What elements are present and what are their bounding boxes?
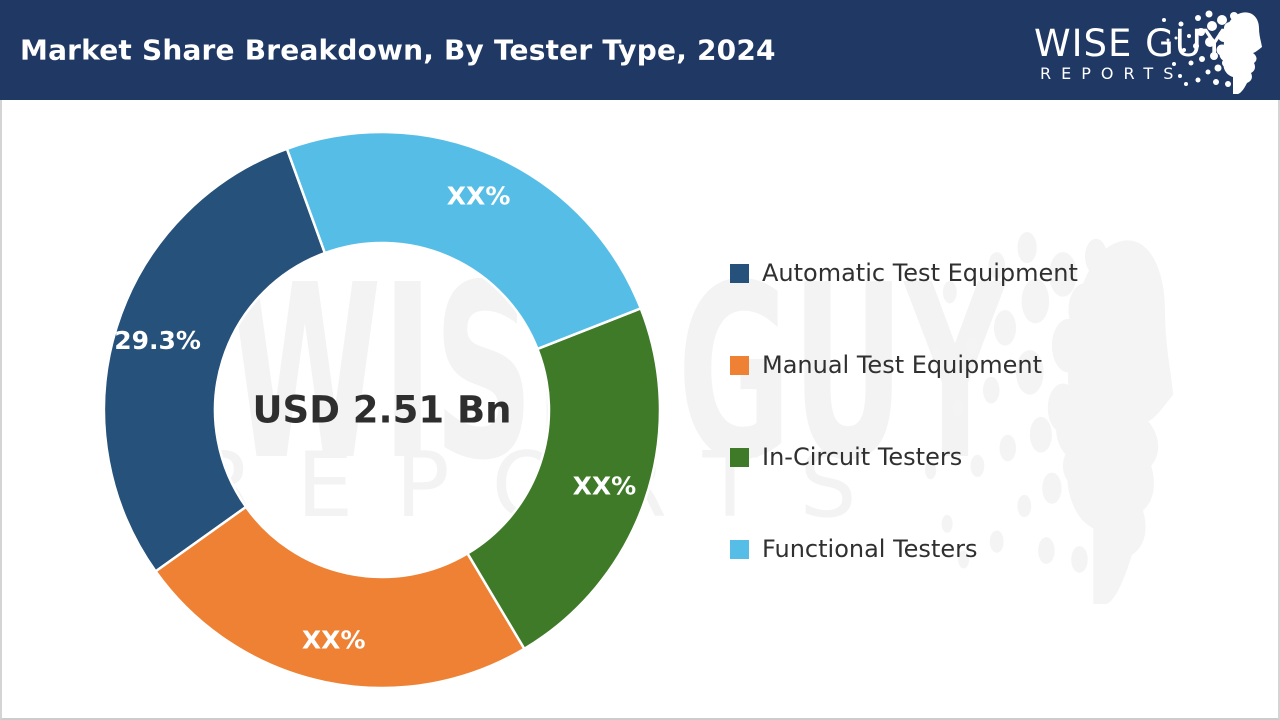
legend-swatch xyxy=(730,263,749,283)
legend-swatch xyxy=(730,355,749,375)
donut-slice-2 xyxy=(466,307,662,651)
slice-percentage-label: XX% xyxy=(302,626,366,655)
donut-chart: 29.3% XX% XX% XX% xyxy=(102,130,662,690)
donut-slice-1 xyxy=(154,505,526,690)
legend-item: Automatic Test Equipment xyxy=(730,259,1078,287)
chart-canvas: WISE GUY REPORTS 29.3%XX%XX%XX% USD 2.51… xyxy=(0,100,1280,720)
legend-label: Automatic Test Equipment xyxy=(762,259,1078,287)
page-title: Market Share Breakdown, By Tester Type, … xyxy=(20,33,776,67)
donut-slice-3 xyxy=(285,130,643,351)
header-bar: Market Share Breakdown, By Tester Type, … xyxy=(0,0,1280,100)
donut-slice-0 xyxy=(102,147,327,573)
legend-item: Manual Test Equipment xyxy=(730,351,1078,379)
legend-label: In-Circuit Testers xyxy=(762,443,963,471)
legend-swatch xyxy=(730,447,749,467)
legend-swatch xyxy=(730,539,749,559)
wiseguy-logo: WISE GUY REPORTS xyxy=(1034,10,1262,94)
legend-item: In-Circuit Testers xyxy=(730,443,1078,471)
chart-legend: Automatic Test Equipment Manual Test Equ… xyxy=(730,259,1078,563)
slice-percentage-label: 29.3% xyxy=(114,326,201,355)
slice-percentage-label: XX% xyxy=(573,472,637,501)
slice-percentage-label: XX% xyxy=(447,181,511,210)
donut-center-value: USD 2.51 Bn xyxy=(252,388,512,432)
logo-face-icon xyxy=(1154,10,1262,94)
legend-label: Functional Testers xyxy=(762,535,978,563)
legend-label: Manual Test Equipment xyxy=(762,351,1043,379)
logo-wordmark: WISE GUY xyxy=(1034,22,1226,65)
legend-item: Functional Testers xyxy=(730,535,1078,563)
logo-subtitle: REPORTS xyxy=(1040,64,1183,83)
